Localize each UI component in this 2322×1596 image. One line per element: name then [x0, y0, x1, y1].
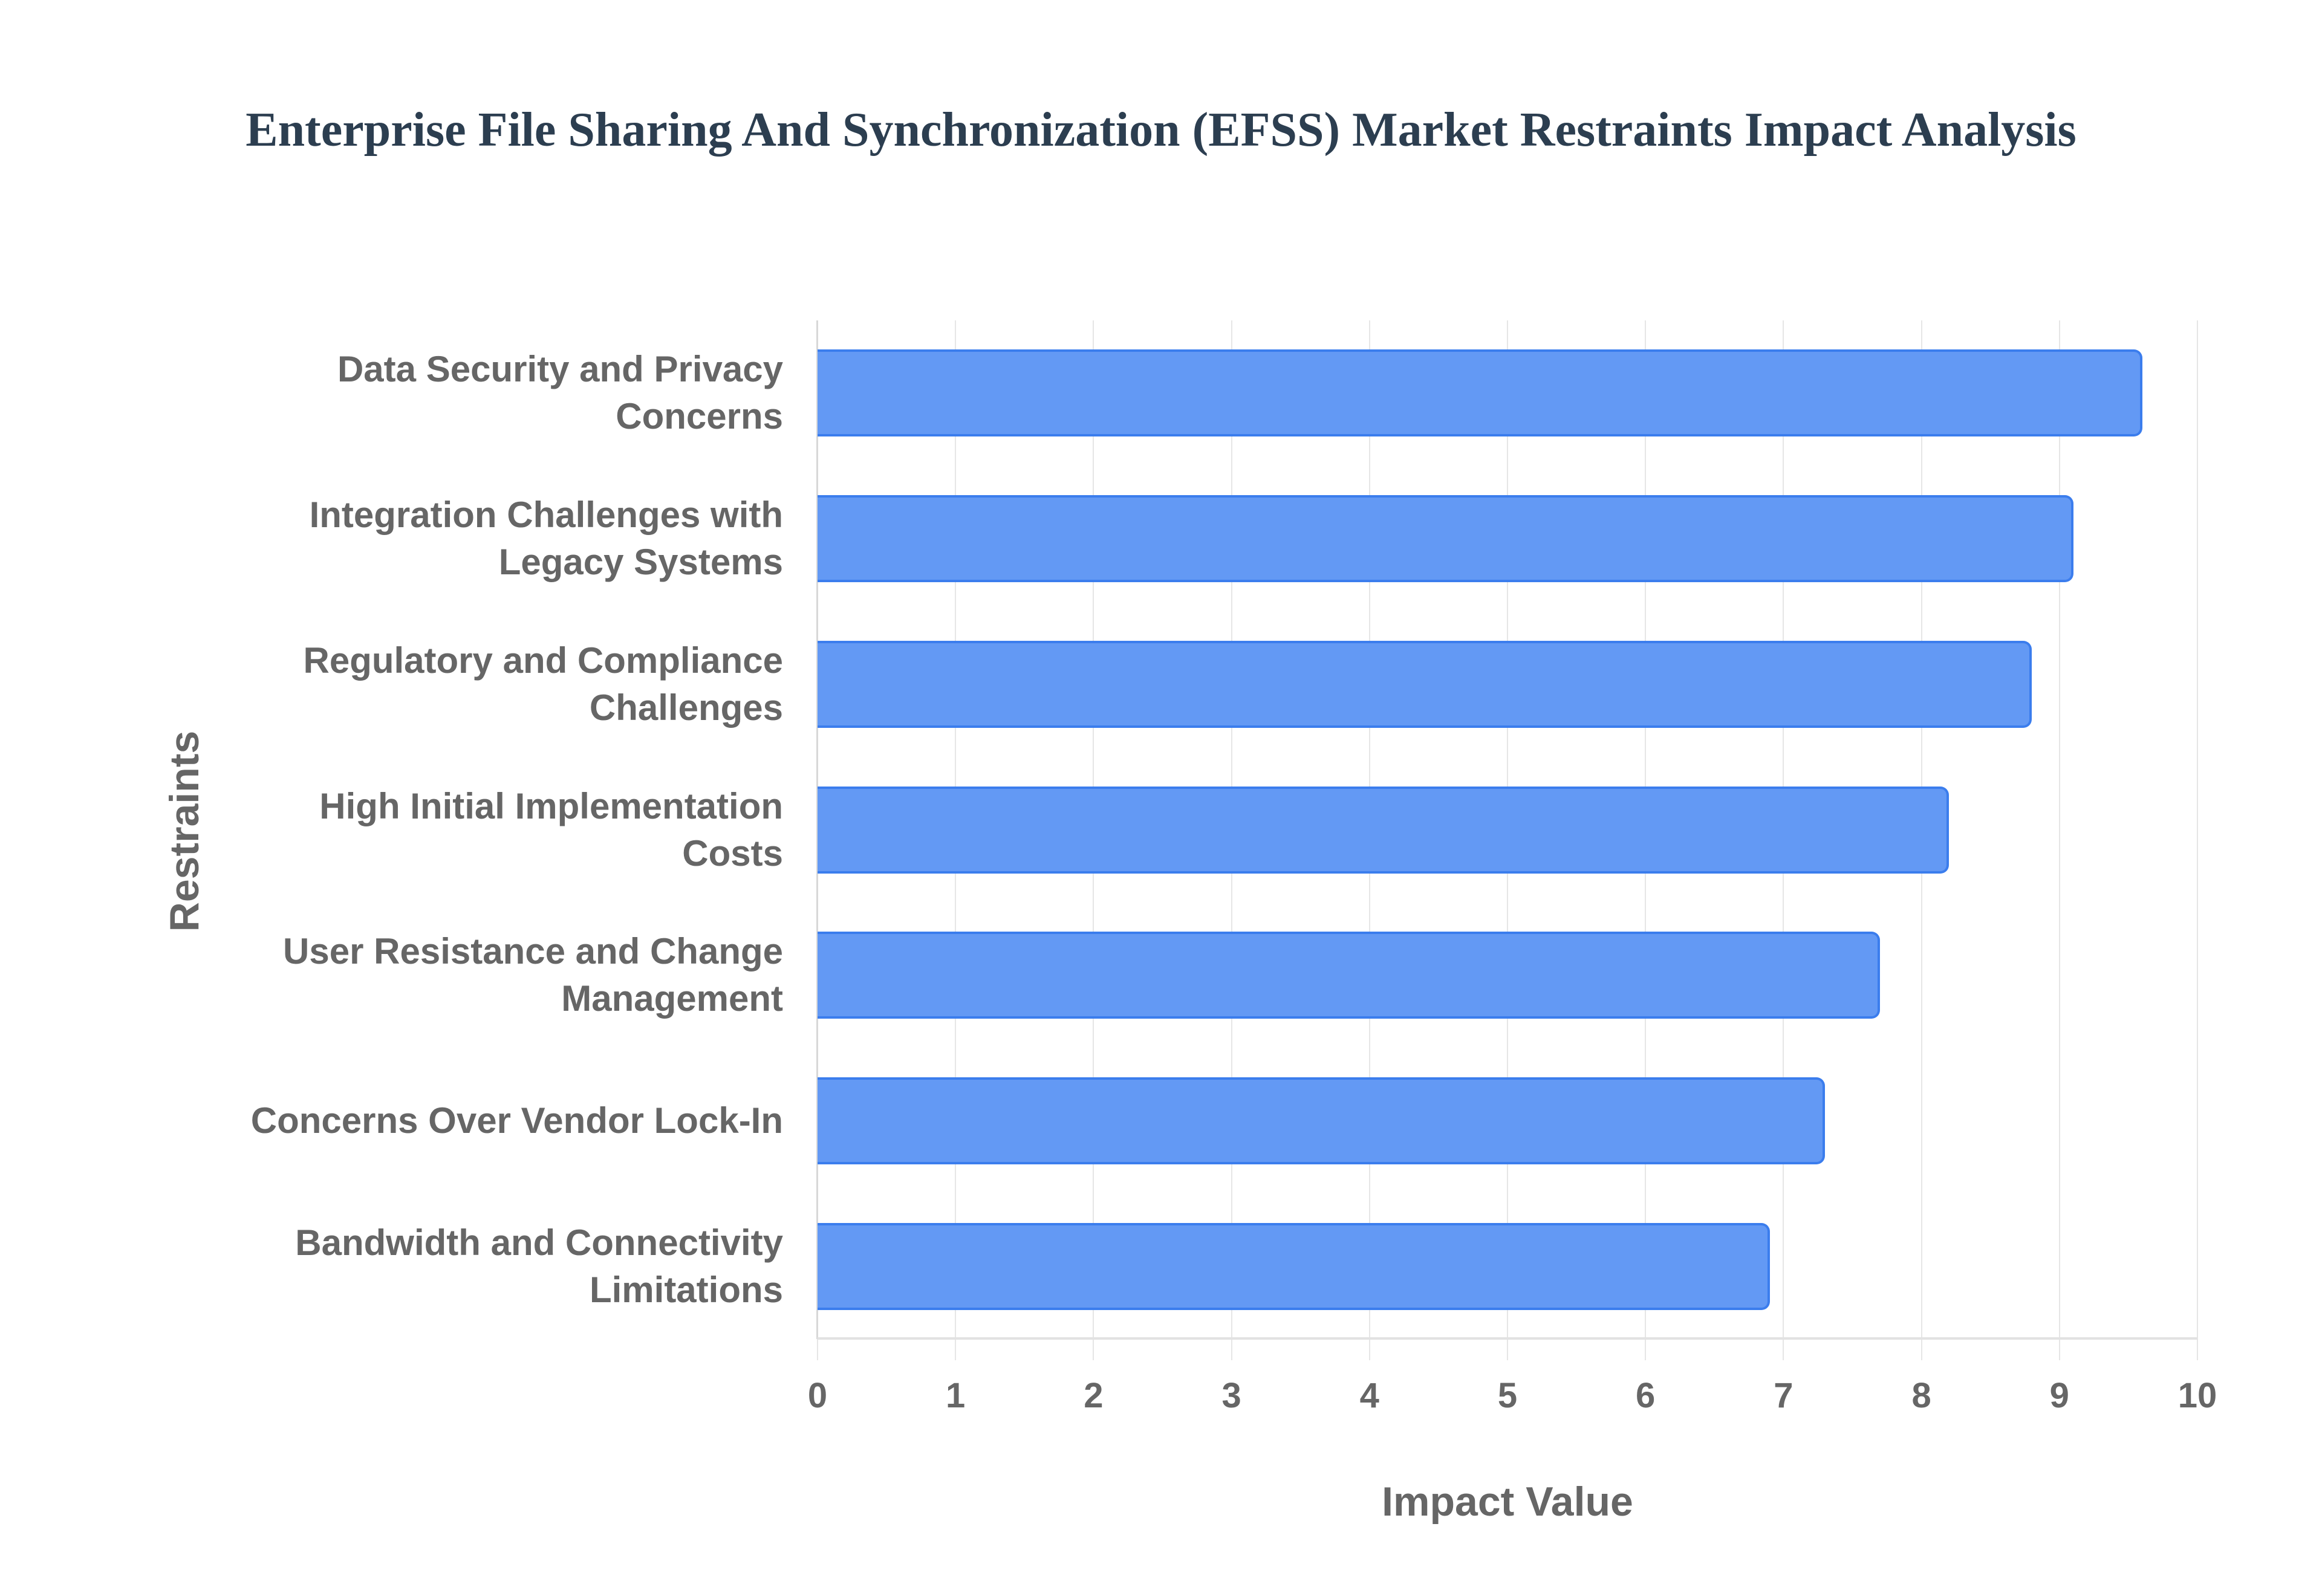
y-tick-label-line: Management	[561, 978, 783, 1019]
y-tick-label-line: Legacy Systems	[498, 542, 783, 583]
bar	[818, 1222, 1770, 1310]
y-tick-label-line: Concerns	[616, 396, 783, 437]
y-tick-label: User Resistance and Change Management	[178, 928, 783, 1022]
x-axis-title: Impact Value	[1382, 1479, 1633, 1525]
x-tick-label: 3	[1221, 1376, 1241, 1415]
x-tick-label: 7	[1774, 1376, 1794, 1415]
bar	[818, 932, 1881, 1019]
bar	[818, 1077, 1825, 1164]
y-tick-label-line: Challenges	[589, 687, 783, 728]
bar	[818, 640, 2032, 728]
y-tick-label: Regulatory and Compliance Challenges	[178, 637, 783, 731]
y-tick-label-line: Bandwidth and Connectivity	[295, 1222, 783, 1263]
y-tick-label: High Initial Implementation Costs	[178, 783, 783, 877]
x-tick-label: 8	[1911, 1376, 1931, 1415]
y-tick-label: Data Security and Privacy Concerns	[178, 346, 783, 440]
y-tick-label: Bandwidth and Connectivity Limitations	[178, 1219, 783, 1314]
y-tick-label-line: Limitations	[589, 1269, 783, 1310]
bar	[818, 786, 1950, 874]
x-tick-label: 5	[1497, 1376, 1518, 1415]
gridline	[2058, 320, 2060, 1360]
gridline	[2197, 320, 2198, 1360]
x-tick-label: 10	[2177, 1376, 2217, 1415]
x-tick-label: 1	[946, 1376, 966, 1415]
y-tick-label-line: Data Security and Privacy	[337, 349, 783, 390]
y-axis-line	[816, 320, 818, 1339]
x-tick-label: 0	[807, 1376, 828, 1415]
plot-area	[816, 320, 2198, 1360]
y-tick-label-line: Costs	[682, 832, 783, 874]
x-axis-line	[818, 1337, 2197, 1340]
x-tick-label: 6	[1636, 1376, 1656, 1415]
x-tick-label: 2	[1084, 1376, 1104, 1415]
y-tick-label-line: Regulatory and Compliance	[303, 640, 783, 681]
x-tick-label: 9	[2049, 1376, 2069, 1415]
y-tick-label-line: User Resistance and Change	[283, 931, 783, 972]
x-tick-label: 4	[1359, 1376, 1379, 1415]
y-tick-label: Integration Challenges with Legacy System…	[178, 491, 783, 586]
chart-title: Enterprise File Sharing And Synchronizat…	[246, 103, 2076, 157]
bar	[818, 349, 2142, 437]
y-tick-label-line: High Initial Implementation	[319, 785, 783, 826]
bar	[818, 495, 2073, 583]
y-tick-label: Concerns Over Vendor Lock-In	[178, 1097, 783, 1144]
y-tick-label-line: Integration Challenges with	[309, 495, 783, 536]
y-tick-label-line: Concerns Over Vendor Lock-In	[250, 1100, 783, 1141]
